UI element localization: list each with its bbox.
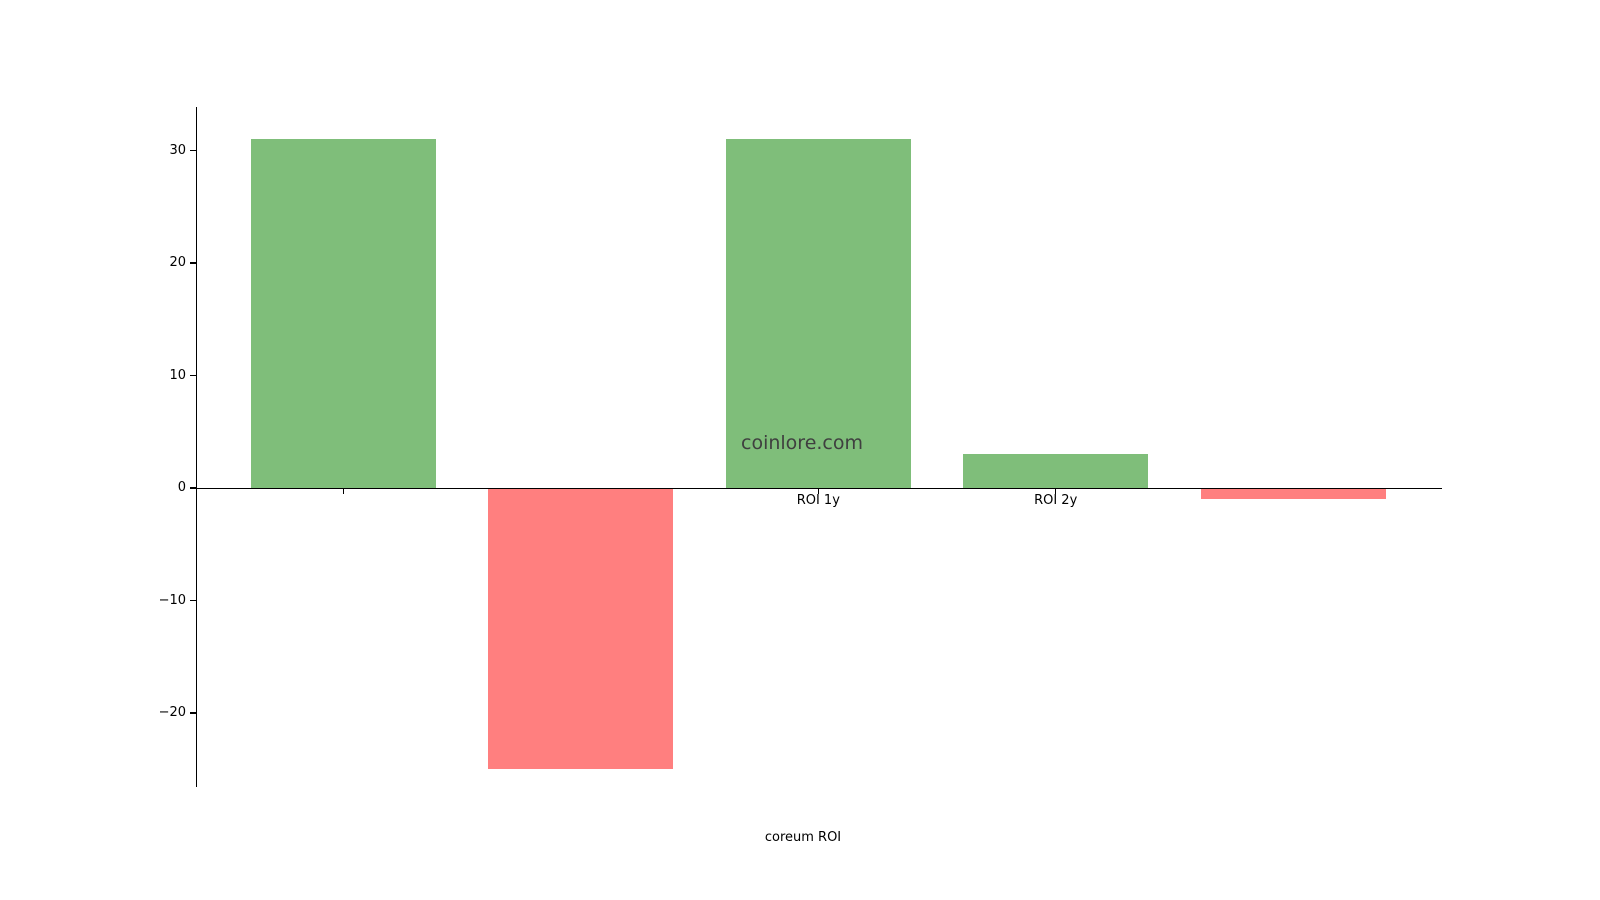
bar-roi-1y xyxy=(725,139,911,488)
x-tick-mark xyxy=(817,488,819,494)
x-tick-label: ROI 1y xyxy=(796,493,840,508)
bar-series-1 xyxy=(488,488,674,770)
x-axis-title: coreum ROI xyxy=(764,830,842,845)
y-tick-label: −20 xyxy=(158,705,186,720)
y-tick-mark xyxy=(190,712,196,714)
y-tick-label: 30 xyxy=(169,142,186,158)
y-tick-label: 10 xyxy=(169,367,186,383)
x-tick-mark xyxy=(342,488,345,494)
bar-roi-2y xyxy=(963,454,1149,488)
y-tick-mark xyxy=(190,599,196,602)
bar-series-4 xyxy=(1200,488,1386,500)
y-tick-mark xyxy=(190,374,196,377)
y-tick-label: 20 xyxy=(169,255,186,270)
y-tick-label: 0 xyxy=(177,480,186,495)
watermark-text: coinlore.com xyxy=(741,432,863,454)
y-tick-mark xyxy=(190,149,196,152)
x-tick-mark xyxy=(1055,488,1057,494)
bar-series-0 xyxy=(251,139,436,488)
y-tick-mark xyxy=(190,262,196,264)
y-tick-label: −10 xyxy=(158,592,186,608)
y-axis-line xyxy=(196,107,198,787)
x-tick-label: ROI 2y xyxy=(1034,493,1078,508)
x-axis-line xyxy=(196,487,1442,489)
y-tick-mark xyxy=(190,487,196,489)
